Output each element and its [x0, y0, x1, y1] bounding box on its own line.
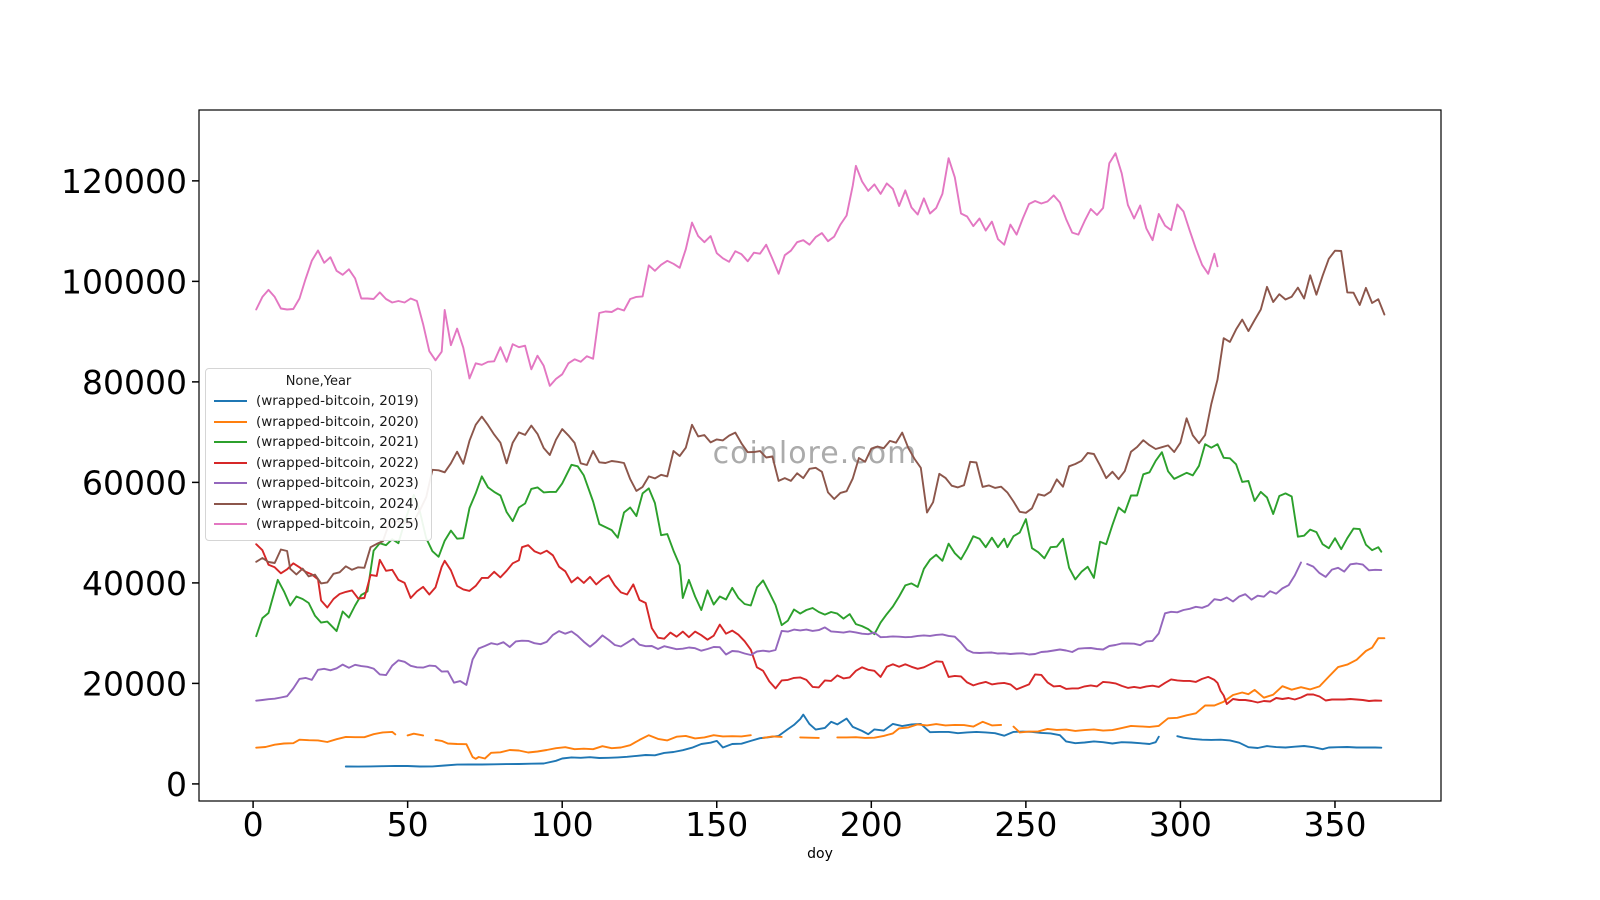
y-tick-label: 120000 — [61, 162, 187, 201]
legend-label: (wrapped-bitcoin, 2024) — [256, 495, 419, 512]
y-tick-label: 20000 — [82, 664, 187, 703]
series-lines — [255, 152, 1386, 768]
series-line-wrapped-bitcoin-2023 — [255, 561, 1383, 702]
legend-line-sample — [214, 461, 247, 464]
x-tick-label: 150 — [685, 805, 748, 844]
legend-label: (wrapped-bitcoin, 2023) — [256, 475, 419, 492]
y-tick-label: 60000 — [82, 463, 187, 502]
legend-line-sample — [214, 441, 247, 444]
legend-item: (wrapped-bitcoin, 2020) — [214, 412, 423, 433]
series-line-wrapped-bitcoin-2019 — [344, 713, 1383, 768]
x-tick-label: 200 — [840, 805, 903, 844]
legend-title: None,Year — [285, 374, 352, 389]
series-line-wrapped-bitcoin-2022 — [255, 543, 1383, 705]
x-tick-label: 350 — [1303, 805, 1366, 844]
legend-items: (wrapped-bitcoin, 2019) (wrapped-bitcoin,… — [214, 391, 423, 535]
x-tick-label: 100 — [531, 805, 594, 844]
legend-item: (wrapped-bitcoin, 2022) — [214, 453, 423, 474]
series-line-wrapped-bitcoin-2025 — [255, 152, 1219, 387]
legend-item: (wrapped-bitcoin, 2019) — [214, 391, 423, 412]
series-line-wrapped-bitcoin-2021 — [255, 443, 1383, 638]
plot-border — [198, 109, 1442, 802]
y-tick-label: 100000 — [61, 262, 187, 301]
series-line-wrapped-bitcoin-2020 — [255, 637, 1386, 760]
legend-label: (wrapped-bitcoin, 2021) — [256, 434, 419, 451]
x-tick-label: 300 — [1149, 805, 1212, 844]
axes: 0 50 100 150 200 250 300 350 0 20000 40000 60000 800… — [61, 109, 1442, 844]
legend-line-sample — [214, 482, 247, 485]
legend-label: (wrapped-bitcoin, 2019) — [256, 393, 419, 410]
legend-item: (wrapped-bitcoin, 2025) — [214, 514, 423, 535]
legend-item: (wrapped-bitcoin, 2021) — [214, 432, 423, 453]
legend: None,Year (wrapped-bitcoin, 2019) (wrappe… — [205, 368, 432, 541]
legend-line-sample — [214, 502, 247, 505]
legend-line-sample — [214, 420, 247, 423]
series-line-wrapped-bitcoin-2024 — [255, 249, 1386, 585]
x-tick-label: 50 — [387, 805, 429, 844]
legend-item: (wrapped-bitcoin, 2023) — [214, 473, 423, 494]
legend-line-sample — [214, 523, 247, 526]
x-tick-label: 0 — [243, 805, 264, 844]
watermark: coinlore.com — [713, 436, 918, 471]
x-axis-label: doy — [807, 846, 833, 862]
legend-item: (wrapped-bitcoin, 2024) — [214, 494, 423, 515]
legend-label: (wrapped-bitcoin, 2020) — [256, 413, 419, 430]
x-tick-label: 250 — [994, 805, 1057, 844]
y-tick-label: 40000 — [82, 564, 187, 603]
legend-label: (wrapped-bitcoin, 2022) — [256, 454, 419, 471]
y-tick-label: 0 — [166, 765, 187, 804]
legend-label: (wrapped-bitcoin, 2025) — [256, 516, 419, 533]
y-tick-label: 80000 — [82, 363, 187, 402]
legend-line-sample — [214, 400, 247, 403]
